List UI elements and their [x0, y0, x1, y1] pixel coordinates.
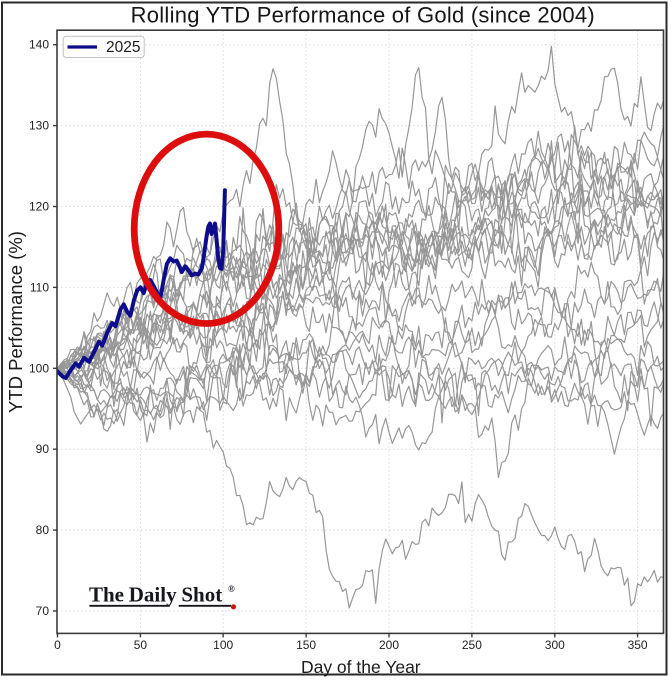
svg-text:90: 90	[36, 442, 50, 456]
svg-text:130: 130	[29, 119, 49, 133]
svg-text:250: 250	[462, 638, 482, 652]
svg-text:300: 300	[545, 638, 565, 652]
svg-text:70: 70	[36, 604, 50, 618]
svg-text:140: 140	[29, 38, 49, 52]
svg-text:YTD Performance (%): YTD Performance (%)	[5, 231, 26, 413]
svg-text:Day of the Year: Day of the Year	[301, 657, 421, 677]
svg-text:®: ®	[228, 584, 235, 594]
svg-text:350: 350	[628, 638, 648, 652]
svg-text:Rolling YTD Performance of Gol: Rolling YTD Performance of Gold (since 2…	[131, 3, 595, 28]
svg-text:100: 100	[29, 361, 49, 375]
svg-text:2025: 2025	[106, 39, 140, 56]
svg-text:80: 80	[36, 523, 50, 537]
svg-text:120: 120	[29, 200, 49, 214]
svg-text:200: 200	[379, 638, 399, 652]
svg-text:The Daily Shot: The Daily Shot	[89, 583, 222, 607]
svg-text:50: 50	[134, 638, 148, 652]
svg-text:0: 0	[54, 638, 61, 652]
svg-text:110: 110	[30, 280, 49, 294]
svg-text:150: 150	[296, 638, 316, 652]
svg-text:100: 100	[213, 638, 233, 652]
